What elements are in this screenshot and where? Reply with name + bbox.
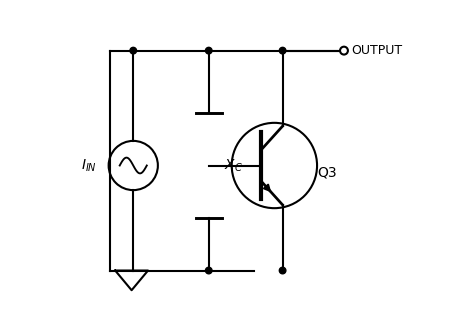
Text: Q3: Q3	[317, 165, 337, 179]
Circle shape	[205, 47, 212, 54]
Text: OUTPUT: OUTPUT	[351, 44, 402, 57]
Circle shape	[130, 47, 136, 54]
Text: $X_C$: $X_C$	[224, 157, 243, 174]
Circle shape	[205, 267, 212, 274]
Circle shape	[279, 267, 286, 274]
Circle shape	[340, 47, 348, 55]
Circle shape	[279, 47, 286, 54]
Text: $I_{IN}$: $I_{IN}$	[81, 157, 97, 174]
